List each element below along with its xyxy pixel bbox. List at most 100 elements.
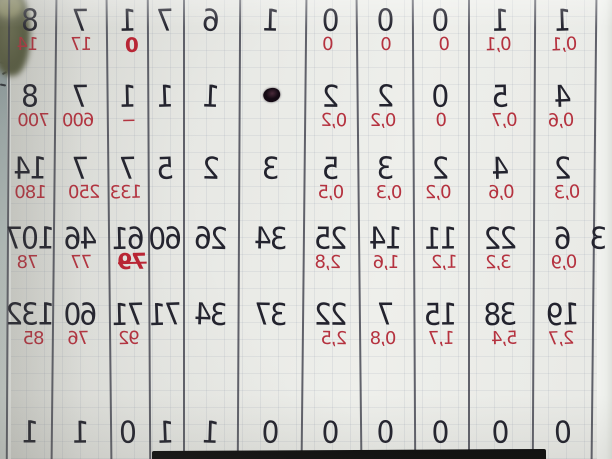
red-ink-value: 0 — [436, 109, 448, 132]
black-ink-value: 0 — [323, 414, 340, 451]
table-cell — [593, 6, 605, 55]
red-ink-value: 0,6 — [548, 109, 575, 132]
black-ink-value: 22 — [315, 296, 348, 333]
table-cell: 2 — [183, 150, 240, 204]
red-ink-value: 0,3 — [554, 181, 581, 204]
red-ink-value: 0,8 — [370, 328, 397, 349]
table-cell: 1 0,1 — [533, 2, 595, 56]
table-cell: 1− — [108, 78, 149, 132]
black-ink-value: 0 — [555, 414, 573, 451]
black-ink-value: 5 — [323, 150, 340, 187]
table-cell — [593, 82, 605, 131]
table-cell: 0 — [359, 414, 414, 451]
table-cell: 7 0,8 — [359, 296, 414, 349]
table-cell: 0 — [414, 414, 469, 451]
red-ink-value: 250 — [68, 181, 101, 204]
black-ink-value: 8 — [23, 78, 39, 115]
red-ink-value: 17 — [71, 33, 93, 56]
black-ink-value: 60 — [65, 296, 98, 333]
black-ink-value: 1 — [120, 78, 138, 115]
table-cell: 5 0,7 — [468, 78, 534, 132]
red-ink-value: 0 — [125, 32, 140, 58]
red-ink-value: − — [122, 109, 137, 132]
table-cell: 7 — [148, 2, 185, 55]
black-ink-value: 0 — [378, 2, 395, 39]
table-cell: 5 0,5 — [304, 150, 360, 204]
red-ink-value: 0 — [381, 34, 392, 55]
table-cell: 1 — [54, 414, 109, 451]
black-ink-value: 0 — [433, 414, 450, 451]
red-ink-value: 92 — [118, 327, 141, 350]
red-ink-value: 0,2 — [370, 110, 397, 131]
red-ink-value: 0 — [322, 33, 334, 56]
table-cell: 37 — [238, 296, 304, 350]
black-ink-value: 7 — [120, 150, 138, 187]
table-cell: 3 — [591, 220, 608, 273]
table-cell: 3 — [238, 150, 304, 204]
black-ink-value: 7 — [378, 296, 395, 333]
table-cell: 5 — [148, 150, 185, 203]
black-ink-value: 34 — [255, 220, 289, 257]
red-ink-value: 2,8 — [315, 251, 342, 274]
red-ink-value: 79 — [117, 249, 147, 276]
table-cell: 6 — [183, 2, 240, 56]
red-ink-value: 180 — [15, 182, 47, 203]
black-ink-value: 0 — [263, 414, 280, 451]
table-cell: 14 1,6 — [359, 221, 414, 273]
table-cell — [593, 154, 605, 203]
table-cell: 61 79 — [108, 220, 149, 276]
black-ink-value: 2 — [433, 150, 450, 187]
black-ink-value: 3 — [263, 150, 281, 187]
table-cell: 2 0,2 — [414, 150, 470, 204]
black-ink-value: 7 — [157, 2, 175, 39]
red-ink-value: 78 — [17, 252, 39, 273]
black-ink-value: 71 — [149, 296, 183, 333]
black-ink-value: 71 — [112, 296, 146, 333]
black-ink-value: 7 — [73, 78, 90, 115]
black-ink-value: 1 — [555, 2, 573, 39]
red-ink-value: 76 — [68, 327, 90, 350]
table-cell: 15 1,7 — [414, 296, 470, 350]
table-cell: 1 — [183, 414, 239, 451]
black-ink-value: 37 — [255, 296, 289, 333]
black-ink-value: 1 — [203, 78, 221, 115]
bottom-shadow-bar — [151, 448, 547, 459]
table-cell: 1 — [8, 414, 54, 451]
black-ink-value: 15 — [425, 296, 458, 333]
table-row: 4 0,6 5 0,7 0 0 2 0,2 2 0,2 1 1 1−7 600 8 700 — [8, 78, 605, 132]
table-cell: 8 14 — [8, 3, 54, 55]
table-cell: 19 2,7 — [533, 296, 595, 350]
table-cell: 38 5,4 — [468, 296, 534, 350]
table-cell: 6 0,9 — [533, 220, 595, 274]
black-ink-value: 7 — [73, 150, 90, 187]
black-ink-value: 26 — [195, 220, 229, 257]
black-ink-value: 1 — [202, 414, 221, 451]
red-ink-value: 1,7 — [428, 327, 455, 350]
table-row: 3 6 0,9 22 3,2 11 1,2 14 1,6 25 2,8 34 26 60 61 79 46 77 1… — [7, 220, 608, 276]
red-ink-value: 0,7 — [491, 109, 518, 132]
table-cell — [593, 418, 604, 448]
red-ink-value: 0,6 — [488, 181, 515, 204]
red-ink-value: 1,2 — [431, 251, 458, 274]
table-cell: 14 180 — [8, 151, 54, 203]
table-cell: 7 600 — [54, 78, 110, 132]
black-ink-value: 1 — [23, 414, 39, 451]
table-cell: 71 92 — [108, 296, 149, 350]
black-ink-value: 2 — [378, 78, 395, 115]
table-row: 2 0,3 4 0,6 2 0,2 3 0,3 5 0,5 3 2 5 7 133 7 250 14 180 — [8, 150, 605, 204]
red-ink-value: 0,1 — [551, 33, 578, 56]
red-ink-value: 700 — [18, 110, 50, 131]
table-cell: 132 85 — [7, 297, 54, 349]
black-ink-value: 0 — [378, 414, 395, 451]
table-cell: 8 700 — [8, 78, 54, 131]
black-ink-value: 46 — [65, 220, 98, 257]
table-cell: 1 — [183, 78, 240, 132]
black-ink-value: 34 — [195, 296, 229, 333]
black-ink-value: 1 — [73, 414, 90, 451]
